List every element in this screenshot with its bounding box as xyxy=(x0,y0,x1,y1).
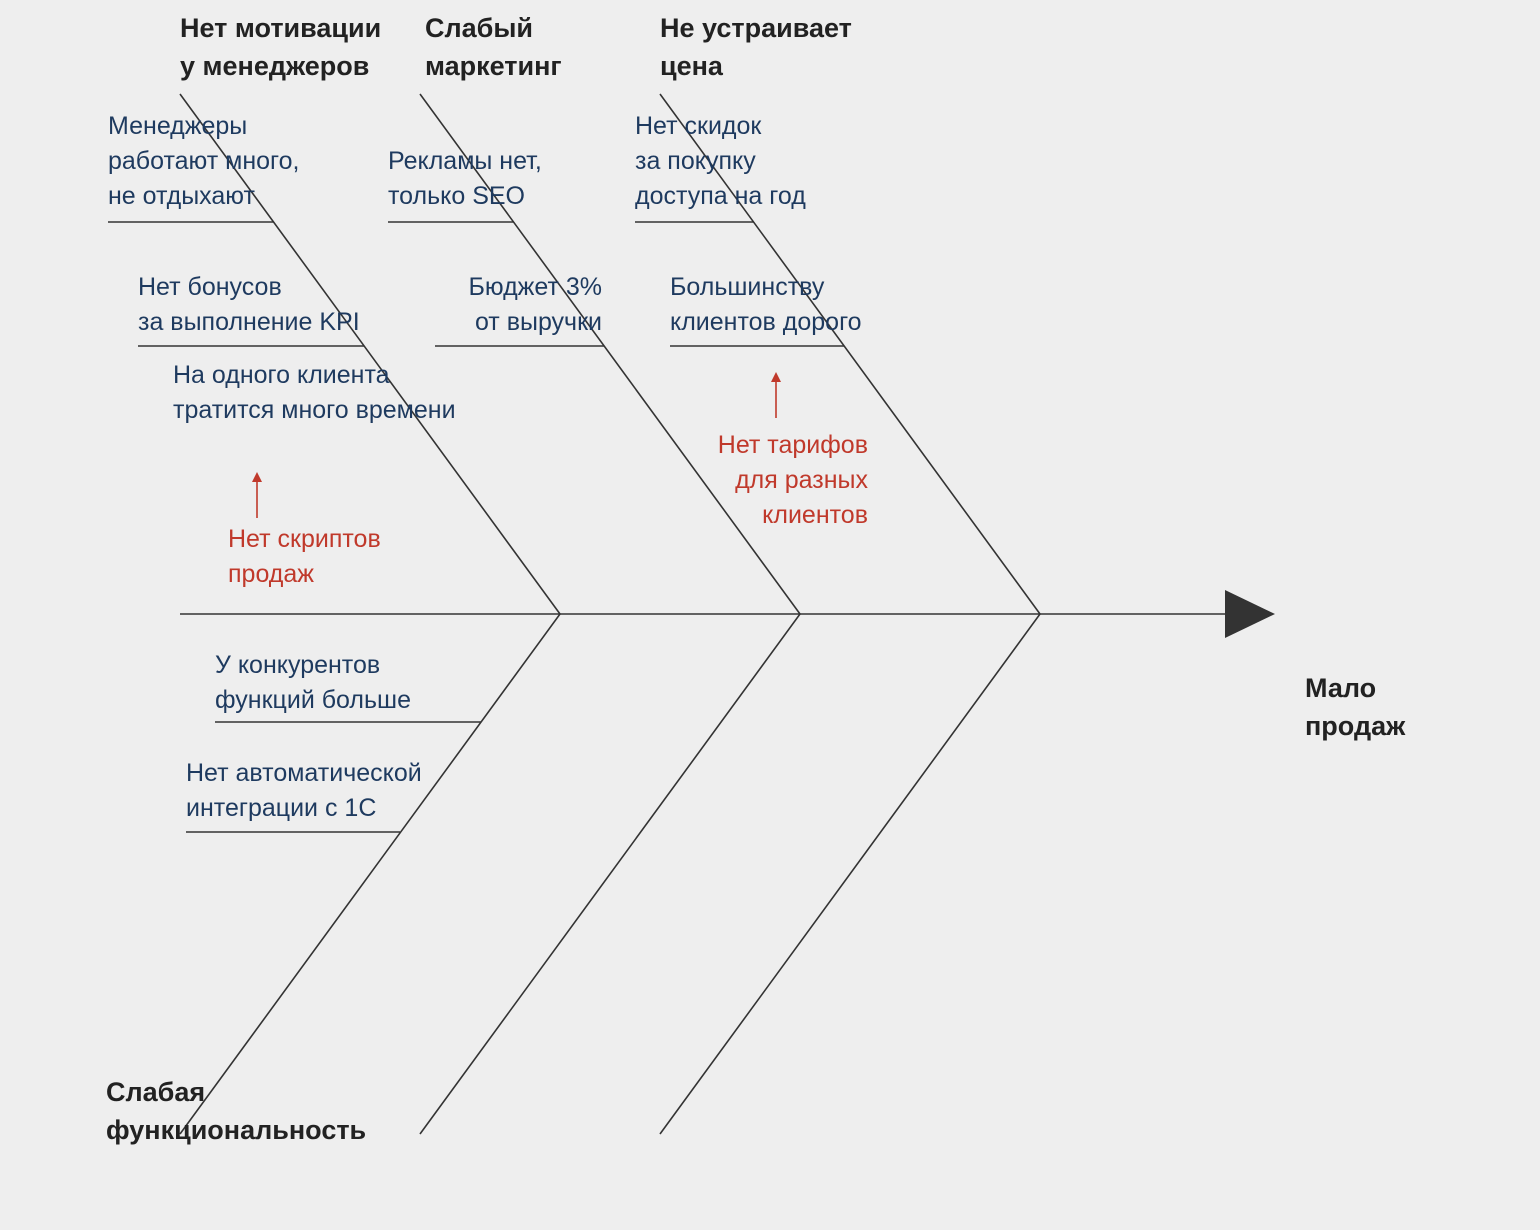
cause-no-1c: Нет автоматической интеграции с 1С xyxy=(186,756,422,826)
sub-no-tariffs-arrowhead-icon xyxy=(771,372,781,382)
sub-no-scripts: Нет скриптов продаж xyxy=(228,522,381,592)
bone-line-5 xyxy=(660,614,1040,1134)
cat-price: Не устраивает цена xyxy=(660,10,852,86)
head-label: Мало продаж xyxy=(1305,670,1405,746)
spine-arrowhead-icon xyxy=(1225,590,1275,638)
cat-marketing: Слабый маркетинг xyxy=(425,10,562,86)
cause-time-per-client: На одного клиента тратится много времени xyxy=(173,358,456,428)
cause-budget: Бюджет 3% от выручки xyxy=(468,270,602,340)
cause-no-ads: Рекламы нет, только SEO xyxy=(388,144,542,214)
cause-no-discount: Нет скидок за покупку доступа на год xyxy=(635,109,806,214)
sub-no-scripts-arrowhead-icon xyxy=(252,472,262,482)
fishbone-diagram: Мало продаж Нет мотивации у менеджеров Сла… xyxy=(0,0,1540,1230)
cause-no-bonus: Нет бонусов за выполнение KPI xyxy=(138,270,360,340)
cause-managers-overwork: Менеджеры работают много, не отдыхают xyxy=(108,109,299,214)
bone-line-4 xyxy=(420,614,800,1134)
cause-competitors: У конкурентов функций больше xyxy=(215,648,411,718)
cat-functionality: Слабая функциональность xyxy=(106,1074,366,1150)
sub-no-tariffs: Нет тарифов для разных клиентов xyxy=(718,428,868,533)
cause-expensive: Большинству клиентов дорого xyxy=(670,270,862,340)
cat-motivation: Нет мотивации у менеджеров xyxy=(180,10,381,86)
